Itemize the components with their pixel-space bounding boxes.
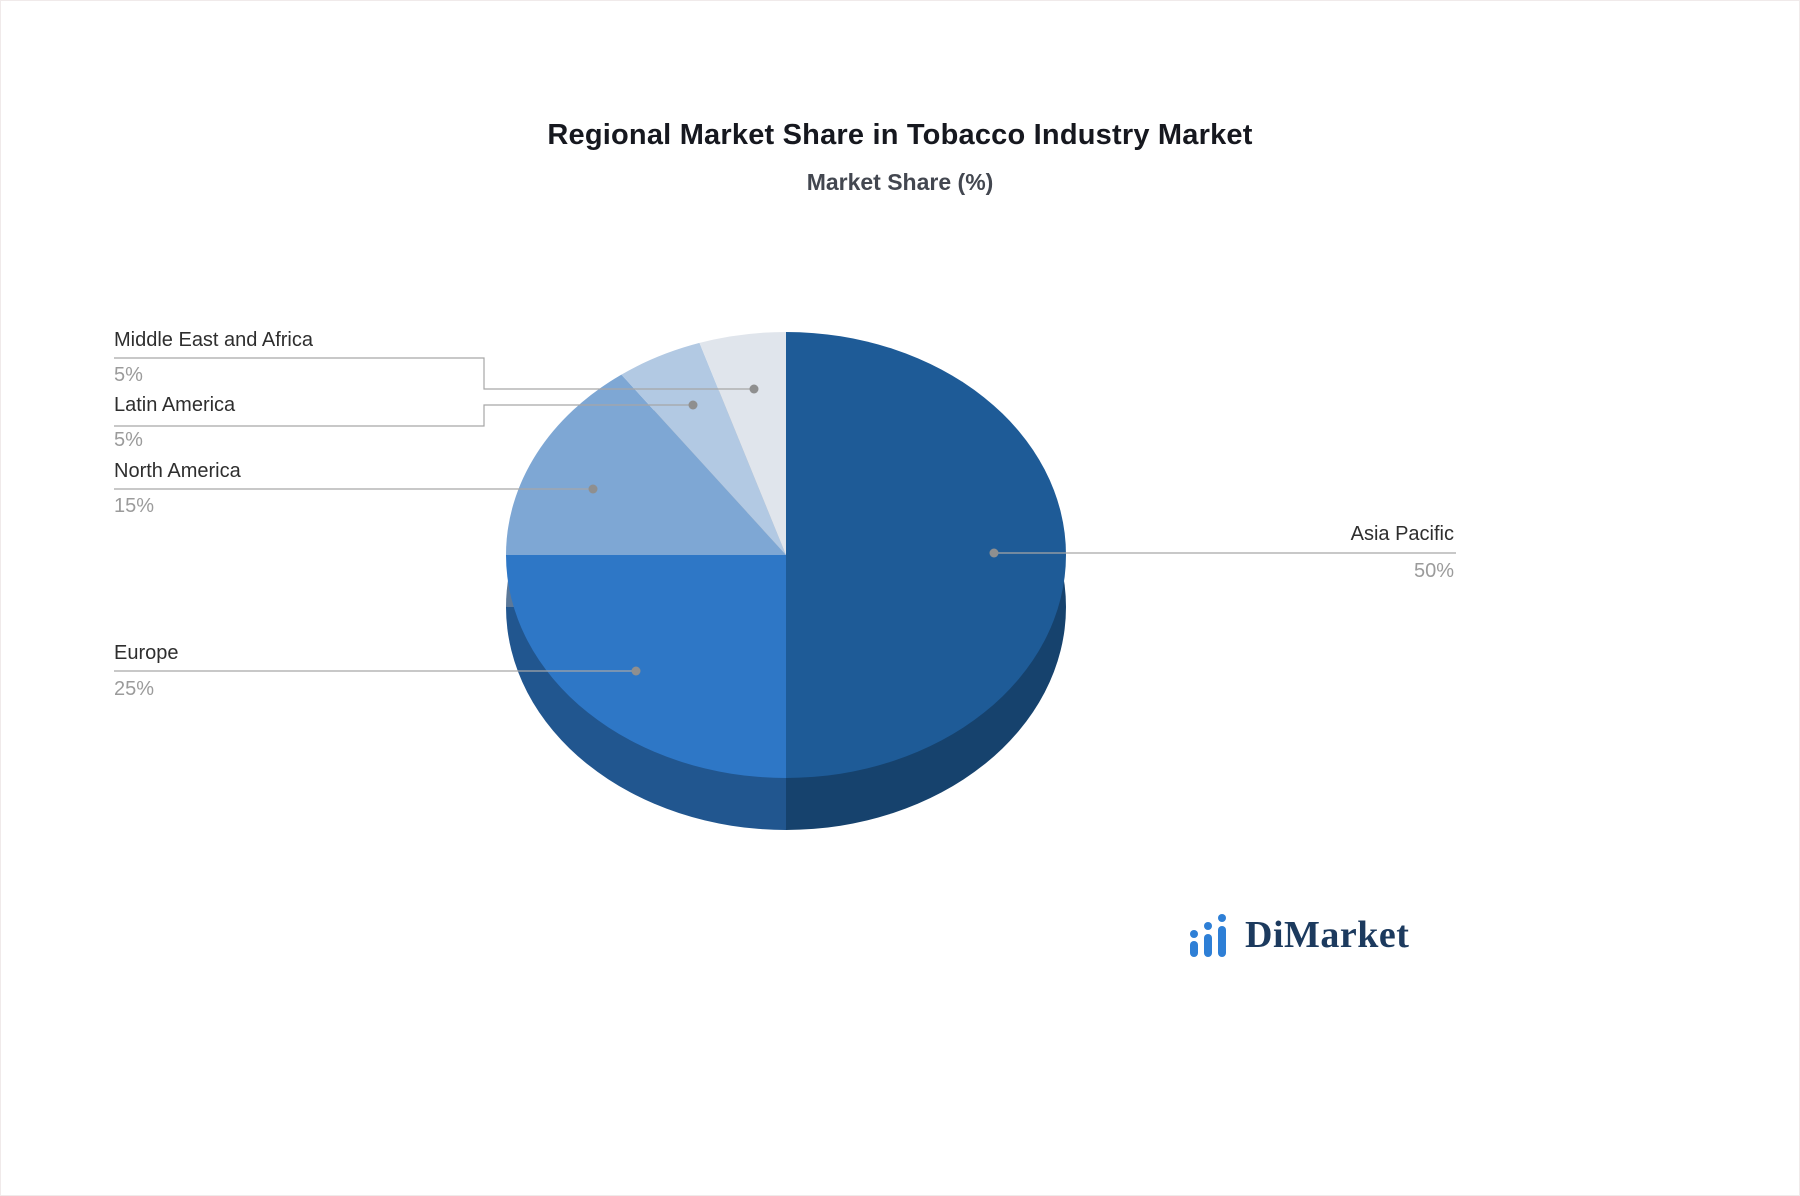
value-middle-east-and-africa: 5% [114,364,143,386]
pie-slice-europe[interactable] [506,555,786,778]
value-asia-pacific: 50% [1413,560,1454,582]
leader-dot-europe [631,666,641,676]
value-europe: 25% [114,678,155,700]
chart-subtitle: Market Share (%) [806,169,994,195]
pie-slice-latin-america[interactable] [621,342,786,555]
label-latin-america: Latin America [114,394,236,416]
leader-dot-asia-pacific [989,548,999,558]
brand-logo: DiMarket [1187,907,1409,963]
chart-title: Regional Market Share in Tobacco Industr… [547,119,1253,151]
label-asia-pacific: Asia Pacific [1350,523,1454,545]
leader-lines [114,357,1456,672]
brand-name: DiMarket [1245,914,1410,956]
pie-slice-asia-pacific[interactable] [786,332,1066,778]
leader-line-middle-east-and-africa [114,357,754,390]
leader-dot-north-america [588,484,598,494]
value-latin-america: 5% [114,429,143,451]
pie-slice-north-america[interactable] [506,374,786,555]
leader-dot-middle-east-and-africa [749,384,759,394]
value-north-america: 15% [114,495,155,517]
leader-dots [588,384,999,676]
label-north-america: North America [114,460,241,482]
pie-slices [506,332,1066,830]
leader-dot-latin-america [688,400,698,410]
leader-line-latin-america [114,404,693,427]
label-europe: Europe [114,642,179,664]
label-middle-east-and-africa: Middle East and Africa [114,329,313,351]
pie-slice-middle-east-and-africa[interactable] [699,332,786,555]
bar-chart-icon [1190,914,1226,957]
